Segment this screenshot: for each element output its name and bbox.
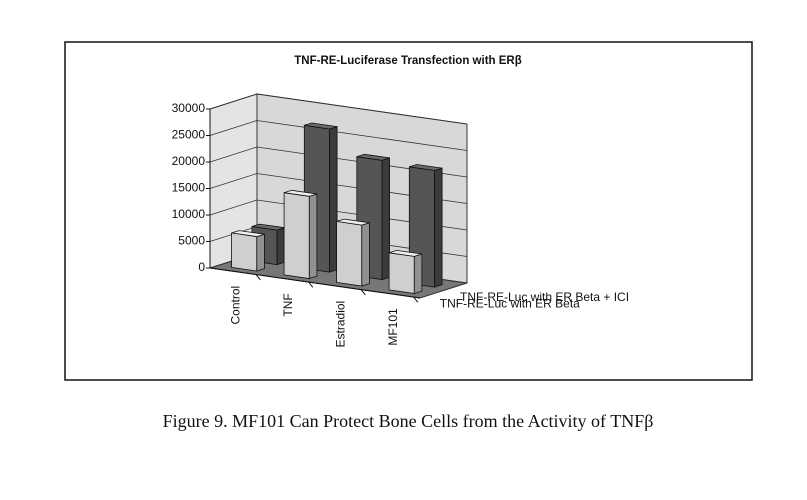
bar — [336, 218, 370, 287]
y-tick-label: 0 — [198, 260, 205, 274]
legend-label: TNF-RE-Luc with ER Beta + ICI — [460, 290, 629, 304]
bar — [231, 230, 265, 272]
bar-top — [336, 218, 370, 226]
x-tick — [308, 281, 314, 288]
bar-side — [381, 157, 391, 281]
bar-side — [361, 222, 370, 287]
grid-line — [209, 199, 468, 231]
bar-top — [356, 153, 390, 161]
bar-side — [329, 126, 338, 273]
legend-label: TNF-RE-Luc with ER Beta — [440, 296, 580, 310]
bar-side — [434, 167, 443, 288]
bar-side — [413, 253, 423, 295]
y-tick-label: 30000 — [172, 101, 206, 115]
x-tick-label: Control — [228, 286, 242, 325]
x-tick — [413, 296, 419, 303]
grid-line — [209, 146, 468, 178]
grid-line — [209, 120, 468, 151]
bar-top — [388, 249, 423, 257]
y-tick-label: 20000 — [172, 154, 206, 168]
bar-front — [283, 192, 310, 279]
bar-top — [231, 230, 265, 238]
bar-side — [256, 233, 265, 272]
y-tick-label: 10000 — [172, 207, 206, 221]
y-tick-label: 5000 — [178, 234, 205, 248]
x-axis — [209, 267, 421, 299]
x-tick — [360, 289, 366, 296]
grid-line — [209, 93, 468, 125]
bar — [388, 249, 423, 295]
chart-title: TNF-RE-Luciferase Transfection with ERβ — [294, 55, 521, 67]
x-tick-label: MF101 — [386, 308, 400, 346]
x-tick-label: Estradiol — [333, 301, 347, 348]
y-tick-label: 25000 — [172, 128, 206, 142]
bar-front — [336, 220, 363, 287]
bar-top — [283, 189, 318, 197]
bar-side — [308, 193, 318, 280]
x-tick — [255, 274, 261, 281]
bar-side — [276, 227, 286, 266]
bar-top — [304, 122, 338, 130]
caption: Figure 9. MF101 Can Protect Bone Cells f… — [163, 411, 654, 431]
bar-front — [388, 252, 415, 294]
bar-front — [231, 232, 258, 272]
x-tick-label: TNF — [281, 293, 295, 316]
bar-top — [409, 164, 443, 171]
y-tick-label: 15000 — [172, 181, 206, 195]
grid-line — [209, 173, 468, 204]
bar — [283, 189, 318, 280]
